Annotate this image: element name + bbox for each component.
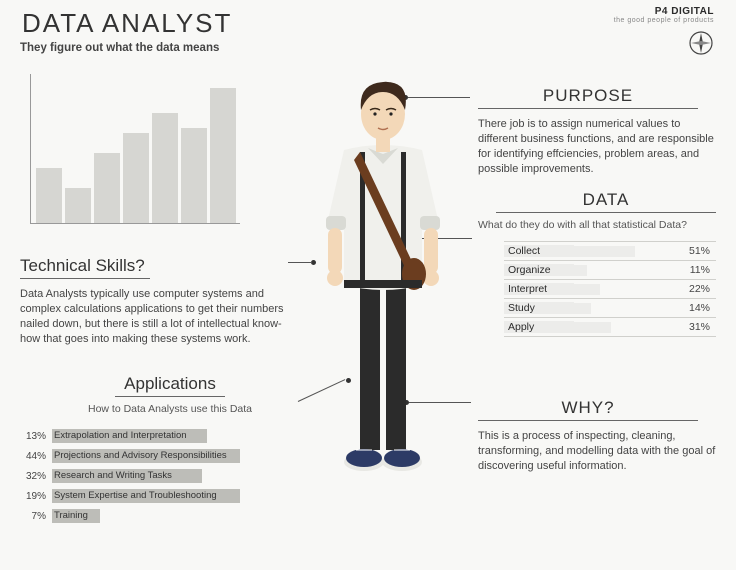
section-data: DATA What do they do with all that stati… [478, 190, 716, 337]
data-bar [574, 284, 600, 295]
data-row: Interpret 22% [504, 279, 716, 298]
brand-logo: P4 DIGITAL the good people of products [614, 6, 714, 25]
application-label: Research and Writing Tasks [54, 469, 172, 483]
application-row: 7%Training [20, 509, 320, 523]
data-row: Study 14% [504, 298, 716, 317]
chart-bar [123, 133, 149, 223]
data-row: Organize 11% [504, 260, 716, 279]
tech-title: Technical Skills? [20, 256, 150, 279]
section-technical-skills: Technical Skills? Data Analysts typicall… [20, 256, 290, 346]
data-row: Apply 31% [504, 317, 716, 337]
data-label: Interpret [504, 283, 574, 295]
brand-tagline: the good people of products [614, 17, 714, 25]
application-pct: 7% [20, 511, 52, 522]
application-label: Extrapolation and Interpretation [54, 429, 187, 443]
data-bar [574, 322, 611, 333]
application-pct: 32% [20, 471, 52, 482]
application-row: 44%Projections and Advisory Responsibili… [20, 449, 320, 463]
section-applications: Applications How to Data Analysts use th… [20, 374, 320, 529]
data-pct: 14% [689, 302, 716, 314]
applications-title: Applications [115, 374, 225, 397]
data-row: Collect 51% [504, 241, 716, 260]
application-row: 13%Extrapolation and Interpretation [20, 429, 320, 443]
chart-bar [152, 113, 178, 223]
chart-bar [36, 168, 62, 223]
data-bar [574, 303, 591, 314]
chart-bar [65, 188, 91, 223]
data-label: Collect [504, 245, 574, 257]
chart-bar [210, 88, 236, 223]
data-pct: 31% [689, 321, 716, 333]
purpose-title: PURPOSE [478, 86, 698, 109]
application-pct: 44% [20, 451, 52, 462]
page-subtitle: They figure out what the data means [20, 42, 219, 54]
chart-bar [181, 128, 207, 223]
why-title: WHY? [478, 398, 698, 421]
application-label: Training [54, 509, 88, 523]
section-why: WHY? This is a process of inspecting, cl… [478, 398, 716, 474]
data-title: DATA [496, 190, 716, 213]
why-body: This is a process of inspecting, cleanin… [478, 429, 716, 474]
bar-chart [30, 74, 240, 224]
application-pct: 13% [20, 431, 52, 442]
chart-axis-x [30, 223, 240, 224]
purpose-body: There job is to assign numerical values … [478, 117, 716, 176]
data-pct: 51% [689, 245, 716, 257]
tech-body: Data Analysts typically use computer sys… [20, 287, 290, 346]
data-label: Study [504, 302, 574, 314]
application-label: Projections and Advisory Responsibilitie… [54, 449, 227, 463]
person-illustration [298, 70, 468, 500]
application-label: System Expertise and Troubleshooting [54, 489, 217, 503]
data-pct: 22% [689, 283, 716, 295]
data-bar [574, 246, 635, 257]
data-subtitle: What do they do with all that statistica… [478, 219, 716, 231]
page-title: DATA ANALYST [22, 8, 232, 39]
applications-subtitle: How to Data Analysts use this Data [20, 403, 320, 415]
data-bar [574, 265, 587, 276]
brand-name: P4 DIGITAL [655, 6, 714, 17]
application-row: 32%Research and Writing Tasks [20, 469, 320, 483]
section-purpose: PURPOSE There job is to assign numerical… [478, 86, 716, 176]
compass-icon [688, 30, 714, 56]
application-row: 19%System Expertise and Troubleshooting [20, 489, 320, 503]
data-pct: 11% [690, 264, 716, 276]
chart-bar [94, 153, 120, 223]
chart-axis-y [30, 74, 31, 224]
data-label: Apply [504, 321, 574, 333]
data-label: Organize [504, 264, 574, 276]
application-pct: 19% [20, 491, 52, 502]
